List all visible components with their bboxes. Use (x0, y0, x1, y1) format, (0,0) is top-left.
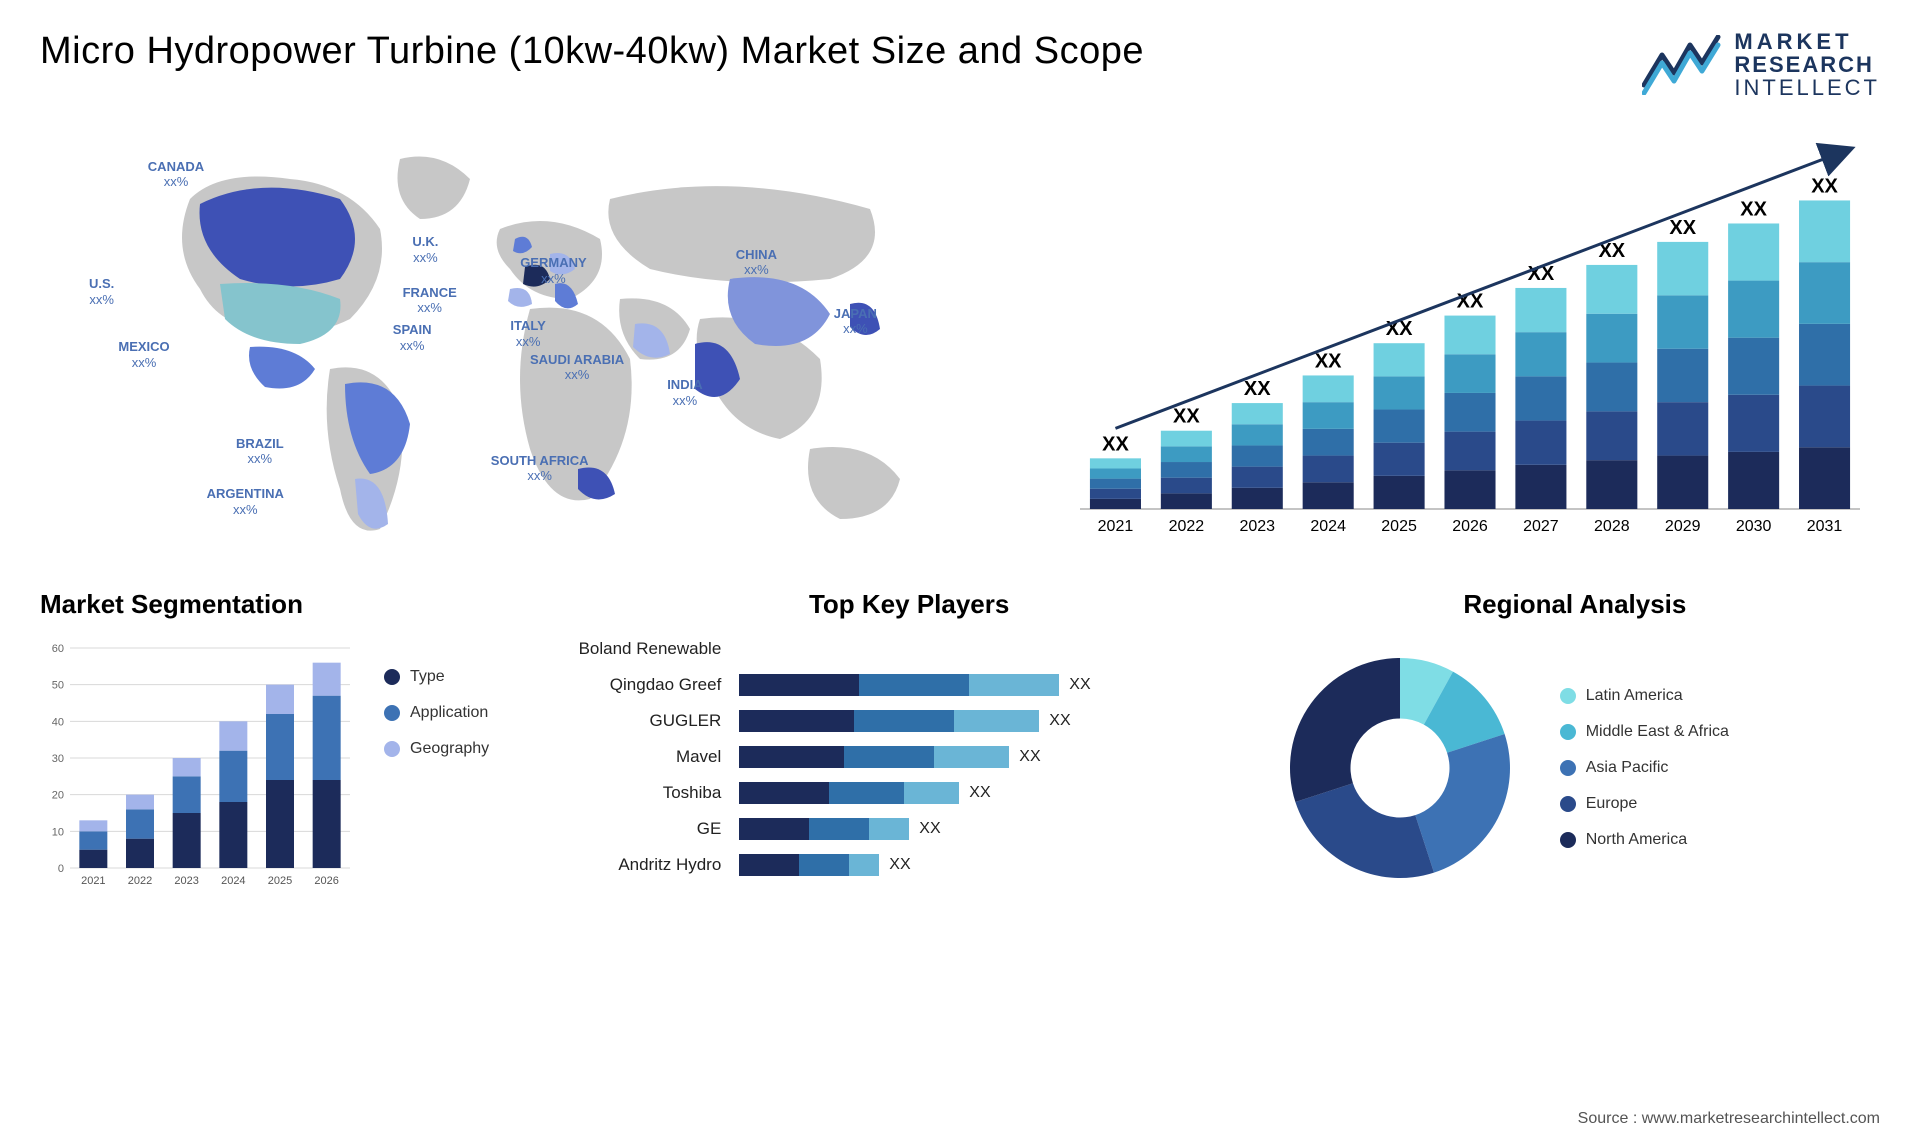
country-label: JAPANxx% (834, 306, 877, 337)
country-label: U.S.xx% (89, 276, 114, 307)
legend-item: Europe (1560, 795, 1729, 813)
svg-text:2023: 2023 (174, 875, 198, 887)
player-bar-row: XX (739, 710, 1090, 732)
legend-item: Application (384, 704, 489, 722)
svg-text:10: 10 (52, 827, 64, 839)
player-value: XX (1019, 748, 1040, 766)
player-value: XX (1069, 676, 1090, 694)
player-bar-row: XX (739, 818, 1090, 840)
player-value: XX (889, 856, 910, 874)
svg-text:XX: XX (1102, 434, 1129, 456)
svg-text:2022: 2022 (1169, 518, 1205, 535)
player-label: Mavel (676, 746, 721, 768)
svg-text:40: 40 (52, 717, 64, 729)
regional-title: Regional Analysis (1270, 589, 1880, 620)
svg-text:2021: 2021 (81, 875, 105, 887)
svg-text:20: 20 (52, 790, 64, 802)
page-title: Micro Hydropower Turbine (10kw-40kw) Mar… (40, 30, 1144, 73)
svg-text:2021: 2021 (1098, 518, 1134, 535)
players-labels: Boland Renewable Qingdao Greef GUGLER Mavel… (579, 638, 722, 876)
country-label: SPAINxx% (393, 322, 432, 353)
svg-text:2026: 2026 (314, 875, 338, 887)
svg-text:XX: XX (1315, 351, 1342, 373)
legend-item: Type (384, 668, 489, 686)
svg-text:XX: XX (1669, 217, 1696, 239)
player-label: Toshiba (663, 782, 722, 804)
svg-text:2024: 2024 (1310, 518, 1346, 535)
player-bar-row: XX (739, 854, 1090, 876)
segmentation-panel: Market Segmentation 0 10 20 30 40 50 60 2021 202… (40, 589, 549, 898)
svg-text:2028: 2028 (1594, 518, 1630, 535)
svg-text:2031: 2031 (1807, 518, 1843, 535)
players-title: Top Key Players (579, 589, 1240, 620)
legend-item: Middle East & Africa (1560, 723, 1729, 741)
logo-mark-icon (1642, 35, 1722, 95)
player-value: XX (1049, 712, 1070, 730)
svg-text:60: 60 (52, 643, 64, 655)
svg-text:2023: 2023 (1239, 518, 1275, 535)
country-label: SOUTH AFRICAxx% (491, 453, 589, 484)
source-attribution: Source : www.marketresearchintellect.com (1578, 1110, 1880, 1128)
svg-text:2026: 2026 (1452, 518, 1488, 535)
svg-text:2024: 2024 (221, 875, 245, 887)
forecast-chart-svg: XX 2021 XX 2022 XX 2023 XX 2024 XX 2025 XX 2026 XX 20… (1060, 129, 1880, 549)
country-label: BRAZILxx% (236, 436, 284, 467)
forecast-bar-chart: XX 2021 XX 2022 XX 2023 XX 2024 XX 2025 XX 2026 XX 20… (1060, 129, 1880, 549)
segmentation-chart-svg: 0 10 20 30 40 50 60 2021 2022 2023 2024 2025 2026 (40, 638, 360, 898)
players-bars: XX XX XX XX XX XX (739, 638, 1090, 876)
svg-text:2025: 2025 (1381, 518, 1417, 535)
svg-text:2030: 2030 (1736, 518, 1772, 535)
country-label: GERMANYxx% (520, 255, 586, 286)
country-label: CHINAxx% (736, 247, 777, 278)
legend-item: Latin America (1560, 687, 1729, 705)
logo-text-1: MARKET (1734, 30, 1880, 53)
legend-item: North America (1560, 831, 1729, 849)
logo-text-2: RESEARCH (1734, 53, 1880, 76)
svg-text:0: 0 (58, 863, 64, 875)
player-bar-row: XX (739, 782, 1090, 804)
regional-legend: Latin America Middle East & Africa Asia Pa… (1560, 687, 1729, 849)
players-panel: Top Key Players Boland Renewable Qingdao … (579, 589, 1240, 898)
svg-text:2022: 2022 (128, 875, 152, 887)
player-bar-row: XX (739, 674, 1090, 696)
brand-logo: MARKET RESEARCH INTELLECT (1642, 30, 1880, 99)
svg-text:50: 50 (52, 680, 64, 692)
segmentation-legend: Type Application Geography (384, 638, 489, 898)
player-label: Boland Renewable (579, 638, 722, 660)
segmentation-title: Market Segmentation (40, 589, 549, 620)
svg-text:2029: 2029 (1665, 518, 1701, 535)
regional-panel: Regional Analysis Latin America Middle Ea… (1270, 589, 1880, 898)
player-label: GUGLER (650, 710, 722, 732)
country-label: INDIAxx% (667, 377, 702, 408)
country-label: ITALYxx% (510, 318, 545, 349)
svg-text:XX: XX (1740, 199, 1767, 221)
svg-text:2027: 2027 (1523, 518, 1559, 535)
regional-donut-svg (1270, 638, 1530, 898)
country-label: CANADAxx% (148, 159, 204, 190)
country-label: ARGENTINAxx% (207, 486, 284, 517)
svg-text:2025: 2025 (268, 875, 292, 887)
svg-text:XX: XX (1244, 378, 1271, 400)
country-label: SAUDI ARABIAxx% (530, 352, 624, 383)
player-bar-row (739, 638, 1090, 660)
legend-item: Geography (384, 740, 489, 758)
svg-text:XX: XX (1811, 176, 1838, 198)
player-label: Qingdao Greef (610, 674, 722, 696)
player-value: XX (919, 820, 940, 838)
legend-item: Asia Pacific (1560, 759, 1729, 777)
country-label: U.K.xx% (412, 234, 438, 265)
country-label: FRANCExx% (403, 285, 457, 316)
svg-text:XX: XX (1173, 406, 1200, 428)
player-value: XX (969, 784, 990, 802)
world-map-panel: CANADAxx% U.S.xx% MEXICOxx% BRAZILxx% ARGENT… (40, 129, 1020, 549)
player-bar-row: XX (739, 746, 1090, 768)
svg-text:30: 30 (52, 753, 64, 765)
country-label: MEXICOxx% (118, 339, 169, 370)
player-label: GE (697, 818, 722, 840)
player-label: Andritz Hydro (618, 854, 721, 876)
logo-text-3: INTELLECT (1734, 76, 1880, 99)
